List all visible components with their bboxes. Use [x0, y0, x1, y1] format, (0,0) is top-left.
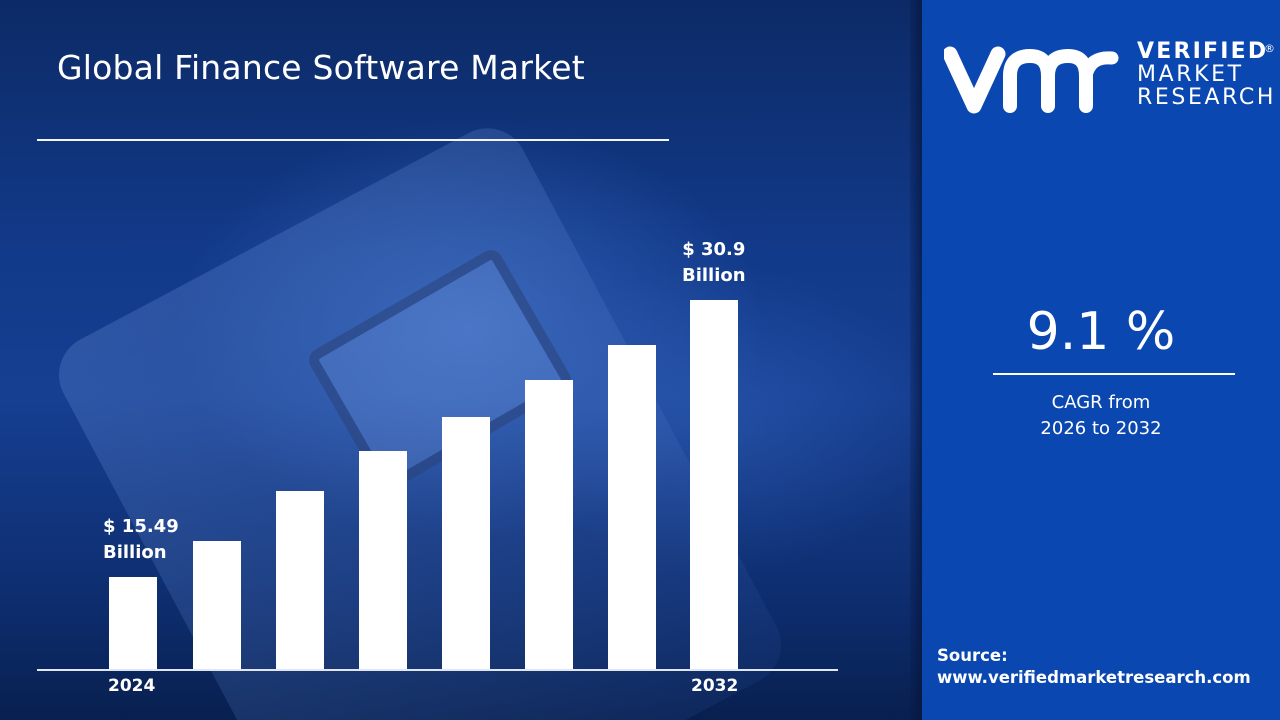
bar-2029	[525, 380, 573, 669]
bar-2028	[442, 417, 490, 669]
summary-panel: VERIFIED MARKET RESEARCH ® 9.1 % CAGR fr…	[922, 0, 1280, 720]
vmr-logo-icon	[944, 46, 1119, 114]
cagr-label-line2: 2026 to 2032	[1040, 418, 1162, 439]
end-value: $ 30.9	[682, 239, 746, 260]
end-value-label: $ 30.9 Billion	[682, 237, 746, 289]
start-value-label: $ 15.49 Billion	[103, 514, 179, 566]
x-label-end-year: 2032	[691, 676, 739, 696]
bar-2026	[276, 491, 324, 669]
bar-2024	[109, 577, 157, 669]
cagr-label: CAGR from 2026 to 2032	[959, 390, 1243, 442]
end-unit: Billion	[682, 265, 746, 286]
source-credit: Source: www.verifiedmarketresearch.com	[937, 645, 1251, 689]
logo-wordmark: VERIFIED MARKET RESEARCH	[1137, 39, 1276, 110]
bar-chart: $ 15.49 Billion $ 30.9 Billion 2024 2032	[37, 237, 838, 696]
x-label-start-year: 2024	[108, 676, 156, 696]
bar-2025	[193, 541, 241, 669]
title-underline	[37, 139, 669, 141]
registered-mark: ®	[1264, 42, 1275, 55]
bar-2027	[359, 451, 407, 669]
start-unit: Billion	[103, 542, 167, 563]
vmr-logo: VERIFIED MARKET RESEARCH ®	[944, 38, 1276, 118]
bar-2032	[690, 300, 738, 669]
x-axis-line	[37, 669, 838, 671]
start-value: $ 15.49	[103, 516, 179, 537]
panel-divider-shadow	[910, 0, 924, 720]
source-label: Source:	[937, 646, 1008, 665]
cagr-value: 9.1 %	[1026, 302, 1176, 362]
cagr-label-line1: CAGR from	[1051, 392, 1151, 413]
page-title: Global Finance Software Market	[57, 48, 585, 87]
bar-2030	[608, 345, 656, 669]
cagr-divider	[993, 373, 1235, 375]
source-url: www.verifiedmarketresearch.com	[937, 668, 1251, 687]
